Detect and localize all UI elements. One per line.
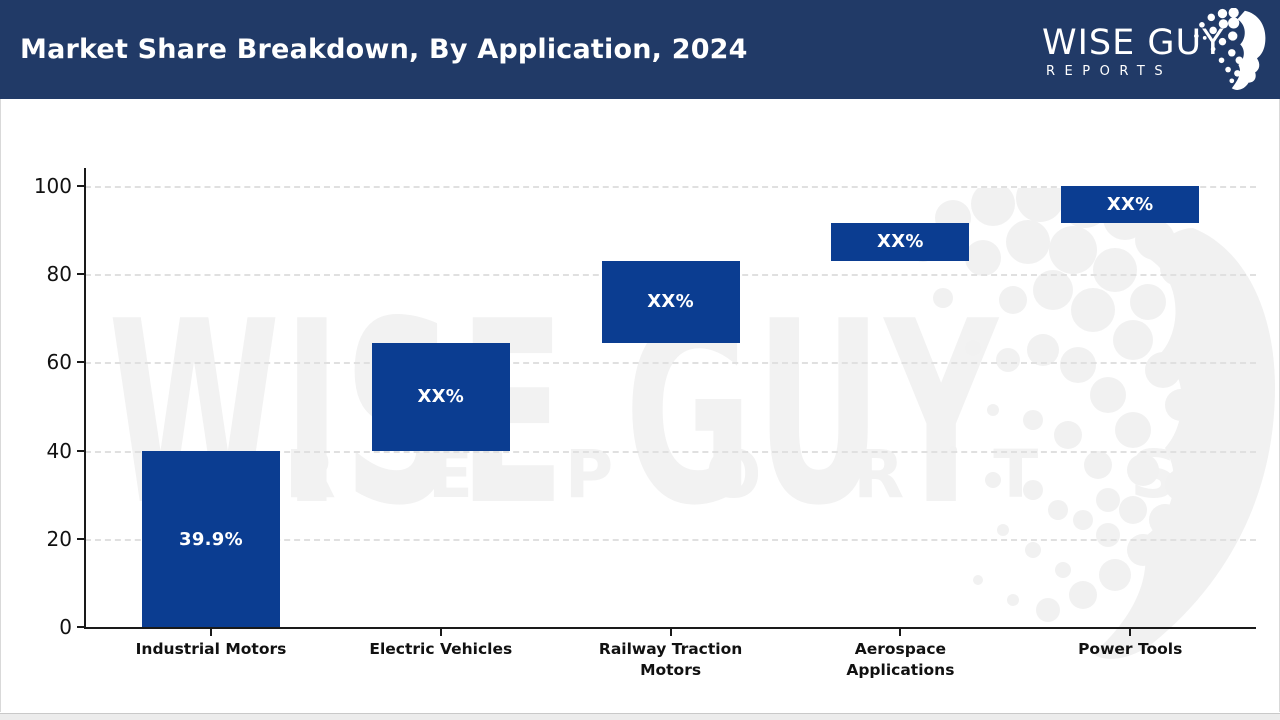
x-axis-label-line: Industrial Motors: [135, 640, 287, 658]
bar-railway-traction-motors: XX%: [601, 260, 740, 343]
x-axis-label-line: Power Tools: [1078, 640, 1183, 658]
x-axis-label-line: Railway Traction: [598, 640, 743, 658]
logo-subtitle: REPORTS: [1046, 64, 1173, 79]
logo-wordmark: WISE GUY: [1042, 23, 1225, 63]
y-tick-label-20: 20: [46, 526, 72, 551]
x-axis-label-line: Applications: [846, 661, 955, 679]
bar-value-label: XX%: [417, 386, 465, 408]
x-axis-label-line: Aerospace: [854, 640, 947, 658]
bar-industrial-motors: 39.9%: [142, 451, 280, 627]
y-tick-40: [77, 449, 85, 452]
gridline-60: [85, 362, 1256, 365]
x-axis-label-aerospace-applications: Aerospace Applications: [785, 639, 1015, 681]
footer-strip: [0, 713, 1280, 720]
y-tick-80: [77, 273, 85, 276]
page-title: Market Share Breakdown, By Application, …: [20, 34, 748, 65]
x-axis-label-line: Electric Vehicles: [369, 640, 513, 658]
x-axis-label-electric-vehicles: Electric Vehicles: [326, 639, 556, 660]
y-tick-label-100: 100: [33, 174, 72, 198]
x-axis-label-railway-traction-motors: Railway Traction Motors: [556, 639, 786, 681]
bar-aerospace-applications: XX%: [831, 223, 970, 261]
y-tick-label-80: 80: [46, 262, 72, 287]
x-tick-railway-traction-motors: [669, 629, 672, 636]
y-tick-20: [77, 537, 85, 540]
x-axis-label-industrial-motors: Industrial Motors: [96, 639, 326, 660]
wise-guy-reports-logo: WISE GUY REPORTS: [1008, 6, 1270, 94]
gridline-100: [85, 186, 1256, 188]
bar-value-label: XX%: [647, 291, 694, 313]
y-tick-100: [77, 185, 85, 187]
gridline-40: [85, 450, 1256, 453]
logo-head-icon: [1194, 8, 1266, 90]
bar-value-label: XX%: [1106, 194, 1154, 216]
bar-electric-vehicles: XX%: [371, 342, 510, 451]
gridline-20: [85, 538, 1256, 541]
y-tick-0: [77, 626, 85, 628]
x-tick-electric-vehicles: [439, 629, 442, 636]
x-axis-line: [84, 627, 1256, 629]
y-tick-label-40: 40: [46, 438, 72, 463]
y-axis-line: [84, 168, 86, 629]
x-tick-aerospace-applications: [899, 629, 902, 636]
x-axis-label-line: Motors: [640, 661, 702, 679]
x-tick-power-tools: [1129, 629, 1132, 636]
y-tick-60: [77, 361, 85, 364]
header-band: Market Share Breakdown, By Application, …: [0, 0, 1280, 99]
x-tick-industrial-motors: [210, 629, 212, 636]
bar-value-label: 39.9%: [179, 528, 243, 550]
bar-power-tools: XX%: [1061, 186, 1200, 224]
y-tick-label-0: 0: [59, 615, 72, 639]
y-tick-label-60: 60: [46, 350, 72, 375]
bar-value-label: XX%: [877, 231, 924, 253]
x-axis-label-power-tools: Power Tools: [1015, 639, 1245, 660]
